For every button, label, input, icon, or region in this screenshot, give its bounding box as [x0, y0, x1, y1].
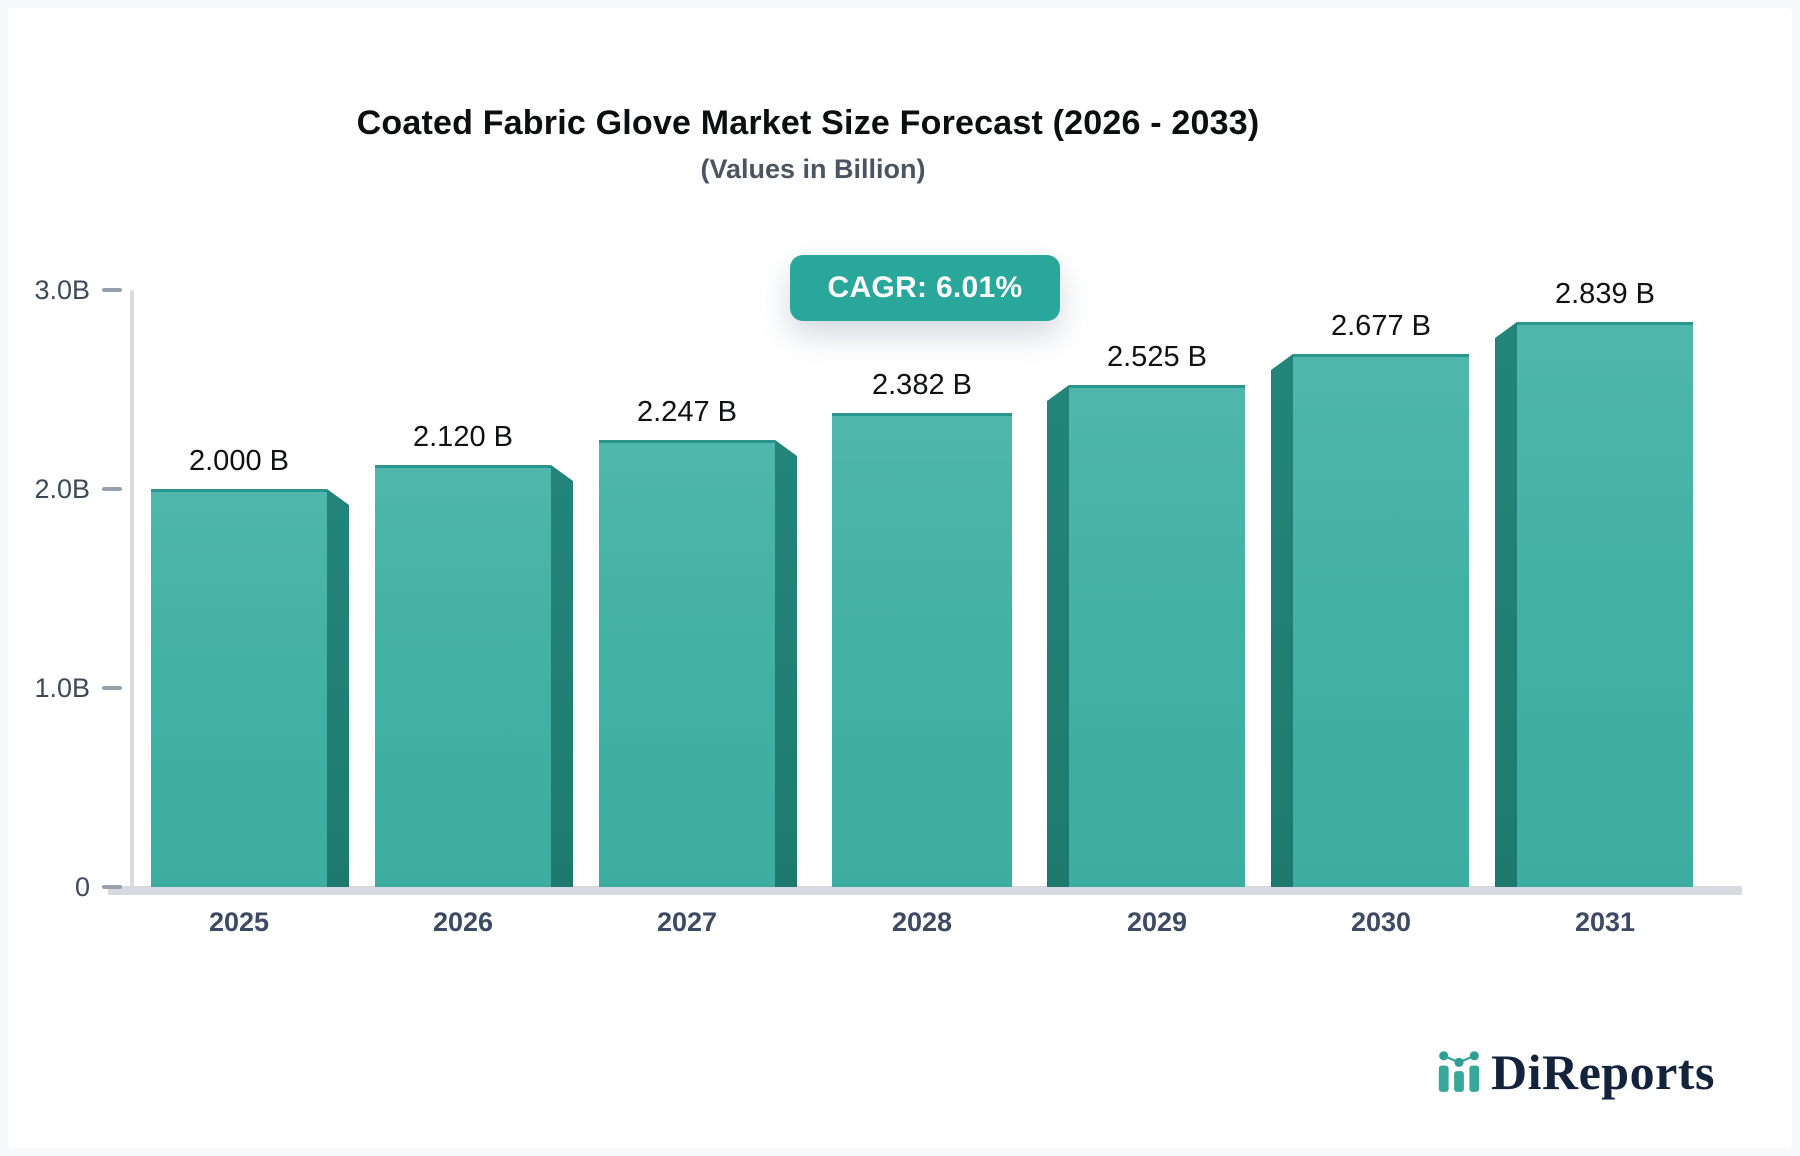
y-axis-tick	[102, 487, 122, 491]
x-axis-label: 2027	[656, 907, 718, 937]
bar-side-face	[327, 489, 349, 887]
bar-value-label: 2.247 B	[637, 396, 737, 428]
bar-group: 2.839 B 2031	[1495, 278, 1693, 937]
chart-subtitle: (Values in Billion)	[700, 154, 926, 184]
bar-front-face	[832, 413, 1012, 887]
bar-value-label: 2.677 B	[1331, 310, 1431, 342]
bar-side-face	[1271, 354, 1293, 887]
bar-side-face	[775, 440, 797, 887]
x-axis-label: 2031	[1574, 907, 1636, 937]
bar-front-face	[1293, 354, 1469, 887]
y-axis-label: 3.0B	[34, 275, 90, 305]
bar-value-label: 2.525 B	[1107, 341, 1207, 373]
x-axis-label: 2030	[1350, 907, 1412, 937]
x-axis-label: 2028	[891, 907, 953, 937]
brand-name: DiReports	[1491, 1044, 1715, 1100]
bar-group: 2.677 B 2030	[1271, 310, 1469, 937]
mini-bar-line-chart-icon	[1435, 1046, 1483, 1099]
x-axis-label: 2025	[208, 907, 270, 937]
chart-title: Coated Fabric Glove Market Size Forecast…	[356, 104, 1260, 142]
bar-value-label: 2.382 B	[872, 369, 972, 401]
y-axis-label: 2.0B	[34, 474, 90, 504]
bar-group: 2.000 B 2025	[151, 445, 349, 937]
bar-group: 2.382 B 2028	[823, 369, 1021, 937]
bar-front-face	[599, 440, 775, 887]
bar-side-face	[1047, 385, 1069, 887]
y-axis-tick	[102, 288, 122, 292]
bar-front-face	[1069, 385, 1245, 887]
bar-side-face	[1495, 322, 1517, 887]
bar-side-face	[551, 465, 573, 887]
y-axis-line	[130, 290, 134, 891]
bar-front-face	[375, 465, 551, 887]
bar-front-face	[1517, 322, 1693, 887]
x-axis-baseline	[108, 886, 1742, 895]
y-axis-label: 1.0B	[34, 673, 90, 703]
bar-value-label: 2.839 B	[1555, 278, 1655, 310]
y-axis-tick	[102, 686, 122, 690]
bar-value-label: 2.000 B	[189, 445, 289, 477]
chart-card: Coated Fabric Glove Market Size Forecast…	[8, 8, 1792, 1148]
y-axis-label: 0	[74, 872, 90, 902]
bar-front-face	[151, 489, 327, 887]
bar-group: 2.247 B 2027	[599, 396, 797, 937]
x-axis-label: 2029	[1126, 907, 1188, 937]
x-axis-label: 2026	[432, 907, 494, 937]
cagr-badge: CAGR: 6.01%	[790, 255, 1060, 321]
bar-value-label: 2.120 B	[413, 421, 513, 453]
bar-group: 2.525 B 2029	[1047, 341, 1245, 937]
brand-logo: DiReports	[1435, 1040, 1715, 1104]
bar-group: 2.120 B 2026	[375, 421, 573, 937]
y-axis-tick	[102, 885, 122, 889]
